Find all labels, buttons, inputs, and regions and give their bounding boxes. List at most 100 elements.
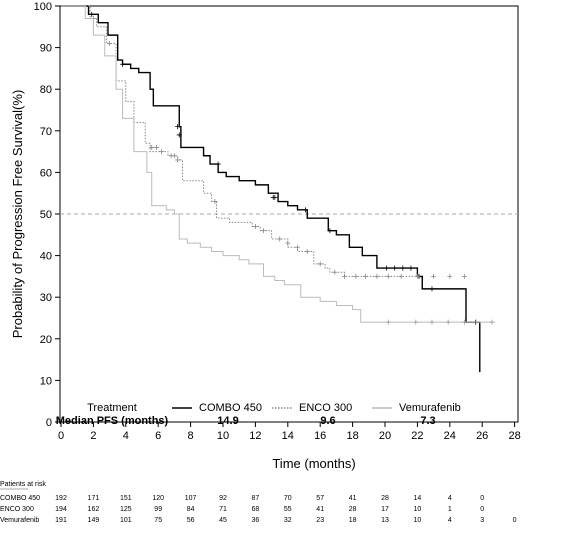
- risk-count: 92: [219, 495, 227, 502]
- censor-mark-enco-300: [317, 261, 323, 267]
- censor-mark-combo-450: [120, 61, 126, 67]
- censor-mark-enco-300: [342, 273, 347, 279]
- censor-mark-enco-300: [107, 40, 113, 46]
- y-tick-label: 0: [46, 417, 52, 429]
- risk-count: 32: [284, 517, 292, 524]
- censor-mark-enco-300: [363, 273, 369, 279]
- x-tick-label: 10: [217, 430, 229, 442]
- censor-mark-enco-300: [252, 223, 258, 229]
- censor-mark-combo-450: [176, 132, 182, 138]
- legend-median-combo-450: 14.9: [217, 415, 238, 427]
- risk-row-name: Vemurafenib: [0, 517, 39, 524]
- x-tick-label: 16: [314, 430, 326, 442]
- risk-count: 4: [448, 517, 452, 524]
- risk-count: 0: [480, 506, 484, 513]
- x-tick-label: 14: [282, 430, 294, 442]
- censor-mark-vemurafenib: [413, 319, 419, 325]
- censor-mark-enco-300: [332, 269, 338, 275]
- risk-count: 99: [154, 506, 162, 513]
- censor-mark-enco-300: [171, 153, 177, 159]
- risk-count: 56: [187, 517, 195, 524]
- risk-row-name: ENCO 300: [0, 506, 34, 513]
- risk-count: 84: [187, 506, 195, 513]
- x-tick-label: 2: [90, 430, 96, 442]
- risk-count: 45: [219, 517, 227, 524]
- legend-median-vemurafenib: 7.3: [420, 415, 435, 427]
- censor-mark-enco-300: [149, 144, 155, 150]
- risk-count: 120: [152, 495, 164, 502]
- censor-mark-enco-300: [277, 236, 283, 242]
- censor-mark-combo-450: [408, 265, 414, 271]
- censor-mark-enco-300: [398, 273, 404, 279]
- y-tick-label: 80: [40, 84, 52, 96]
- censor-mark-enco-300: [431, 273, 437, 279]
- risk-count: 75: [154, 517, 162, 524]
- risk-count: 1: [448, 506, 452, 513]
- x-tick-label: 4: [123, 430, 129, 442]
- censor-mark-enco-300: [461, 273, 467, 279]
- censor-mark-enco-300: [295, 244, 301, 250]
- risk-count: 4: [448, 495, 452, 502]
- legend-median-enco-300: 9.6: [320, 415, 335, 427]
- risk-count: 101: [120, 517, 132, 524]
- censor-mark-combo-450: [303, 207, 309, 213]
- censor-mark-enco-300: [154, 144, 160, 150]
- series-group: [61, 5, 496, 373]
- risk-count: 17: [381, 506, 389, 513]
- x-tick-label: 24: [444, 430, 456, 442]
- censor-mark-enco-300: [175, 157, 181, 163]
- x-tick-label: 8: [188, 430, 194, 442]
- x-tick-label: 26: [476, 430, 488, 442]
- risk-count: 28: [349, 506, 357, 513]
- risk-count: 3: [480, 517, 484, 524]
- risk-count: 149: [88, 517, 100, 524]
- y-axis-label: Probability of Progression Free Survival…: [10, 90, 25, 339]
- risk-count: 162: [88, 506, 100, 513]
- risk-count: 70: [284, 495, 292, 502]
- x-tick-label: 22: [411, 430, 423, 442]
- y-tick-label: 90: [40, 43, 52, 55]
- x-tick-label: 20: [379, 430, 391, 442]
- censor-mark-vemurafenib: [429, 319, 435, 325]
- legend-header-label: Treatment: [87, 402, 137, 414]
- censor-mark-enco-300: [353, 273, 359, 279]
- series-line-enco-300: [61, 5, 420, 277]
- risk-count: 18: [349, 517, 357, 524]
- risk-count: 41: [316, 506, 324, 513]
- risk-count: 41: [349, 495, 357, 502]
- risk-row-name: COMBO 450: [0, 495, 40, 502]
- censor-mark-enco-300: [414, 273, 420, 279]
- risk-table: Patients at risk COMBO 450 192 171 151 120 10…: [0, 481, 517, 524]
- risk-count: 125: [120, 506, 132, 513]
- censor-mark-vemurafenib: [445, 319, 451, 325]
- series-line-combo-450: [61, 5, 481, 373]
- risk-count: 10: [414, 506, 422, 513]
- y-tick-label: 20: [40, 334, 52, 346]
- y-tick-label: 100: [34, 1, 52, 13]
- censor-mark-combo-450: [175, 124, 181, 130]
- risk-count: 194: [55, 506, 67, 513]
- censor-mark-combo-450: [215, 161, 221, 167]
- risk-count: 191: [55, 517, 67, 524]
- censor-mark-combo-450: [384, 265, 390, 271]
- legend: Treatment Median PFS (months) COMBO 4501…: [56, 402, 461, 427]
- y-tick-label: 70: [40, 126, 52, 138]
- censor-mark-vemurafenib: [489, 319, 495, 325]
- x-tick-label: 28: [508, 430, 520, 442]
- x-tick-label: 12: [249, 430, 261, 442]
- censor-mark-combo-450: [429, 286, 435, 292]
- censor-mark-enco-300: [158, 149, 164, 155]
- legend-label-combo-450: COMBO 450: [199, 402, 262, 414]
- censor-mark-combo-450: [272, 194, 278, 200]
- censor-mark-enco-300: [447, 273, 453, 279]
- y-tick-label: 30: [40, 292, 52, 304]
- x-tick-label: 6: [155, 430, 161, 442]
- risk-count: 13: [381, 517, 389, 524]
- x-tick-label: 0: [58, 430, 64, 442]
- censor-mark-vemurafenib: [461, 319, 467, 325]
- censor-mark-enco-300: [212, 199, 218, 205]
- risk-count: 87: [252, 495, 260, 502]
- y-tick-label: 50: [40, 209, 52, 221]
